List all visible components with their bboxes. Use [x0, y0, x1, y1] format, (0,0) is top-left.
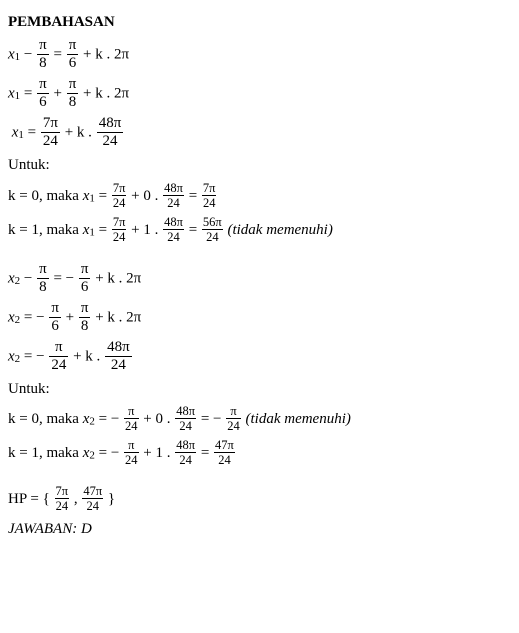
tail-text: + k . 2π: [83, 86, 129, 102]
equals-sign: =: [189, 221, 201, 237]
tail-text: + k . 2π: [95, 270, 141, 286]
plus-sign: +: [66, 309, 78, 325]
hp-prefix: HP = {: [8, 491, 50, 507]
equals-sign: =: [24, 86, 36, 102]
mid-text: + k .: [65, 125, 96, 141]
note-text: (tidak memenuhi): [246, 411, 351, 427]
equals-sign: = −: [99, 411, 123, 427]
tail-text: + k . 2π: [95, 309, 141, 325]
note-text: (tidak memenuhi): [227, 221, 332, 237]
fraction: 48π24: [97, 116, 124, 149]
sub-1: 1: [15, 51, 21, 63]
sub-1: 1: [89, 226, 95, 238]
untuk-label: Untuk:: [8, 379, 507, 399]
fraction: 7π24: [112, 182, 127, 210]
fraction: π8: [37, 38, 49, 71]
fraction: 48π24: [175, 405, 196, 433]
x1-k1-line: k = 1, maka x1 = 7π24 + 1 . 48π24 = 56π2…: [8, 216, 507, 244]
x1-eq-line-2: x1 = π6 + π8 + k . 2π: [8, 77, 507, 110]
var-x: x: [8, 348, 15, 364]
var-x: x: [8, 47, 15, 63]
x1-eq-line-1: x1 − π8 = π6 + k . 2π: [8, 38, 507, 71]
fraction: 7π24: [41, 116, 60, 149]
fraction: 47π24: [214, 439, 235, 467]
fraction: 7π24: [55, 485, 70, 513]
minus-sign: −: [24, 47, 36, 63]
fraction: π8: [37, 262, 49, 295]
fraction: π24: [226, 405, 241, 433]
comma: ,: [74, 491, 82, 507]
equals-sign: = −: [24, 309, 48, 325]
equals-sign: =: [99, 187, 111, 203]
mid-text: + 1 .: [143, 445, 174, 461]
mid-text: + 0 .: [131, 187, 162, 203]
fraction: π24: [49, 340, 68, 373]
answer-line: JAWABAN: D: [8, 519, 507, 539]
equals-sign: =: [53, 47, 65, 63]
fraction: π6: [49, 301, 61, 334]
equals-sign: = −: [201, 411, 225, 427]
fraction: π6: [67, 38, 79, 71]
fraction: 48π24: [175, 439, 196, 467]
equals-sign: = −: [53, 270, 77, 286]
var-x: x: [8, 86, 15, 102]
fraction: π8: [79, 301, 91, 334]
x2-eq-line-2: x2 = − π6 + π8 + k . 2π: [8, 301, 507, 334]
fraction: 47π24: [82, 485, 103, 513]
sub-2: 2: [15, 352, 21, 364]
fraction: π6: [37, 77, 49, 110]
equals-sign: =: [28, 125, 40, 141]
plus-sign: +: [53, 86, 65, 102]
k-prefix: k = 0, maka: [8, 187, 83, 203]
heading: PEMBAHASAN: [8, 12, 507, 32]
equals-sign: = −: [24, 348, 48, 364]
sub-2: 2: [89, 415, 95, 427]
fraction: 48π24: [105, 340, 132, 373]
x2-k1-line: k = 1, maka x2 = − π24 + 1 . 48π24 = 47π…: [8, 439, 507, 467]
x2-k0-line: k = 0, maka x2 = − π24 + 0 . 48π24 = − π…: [8, 405, 507, 433]
equals-sign: =: [99, 221, 111, 237]
minus-sign: −: [24, 270, 36, 286]
var-x: x: [8, 309, 15, 325]
sub-2: 2: [89, 449, 95, 461]
x1-k0-line: k = 0, maka x1 = 7π24 + 0 . 48π24 = 7π24: [8, 182, 507, 210]
x1-eq-line-3: x1 = 7π24 + k . 48π24: [8, 116, 507, 149]
hp-suffix: }: [108, 491, 115, 507]
mid-text: + 0 .: [143, 411, 174, 427]
equals-sign: =: [189, 187, 201, 203]
fraction: π24: [124, 405, 139, 433]
tail-text: + k . 2π: [83, 47, 129, 63]
var-x: x: [8, 270, 15, 286]
k-prefix: k = 0, maka: [8, 411, 83, 427]
untuk-label: Untuk:: [8, 155, 507, 175]
equals-sign: =: [201, 445, 213, 461]
fraction: π6: [79, 262, 91, 295]
x2-eq-line-1: x2 − π8 = − π6 + k . 2π: [8, 262, 507, 295]
fraction: 48π24: [163, 216, 184, 244]
fraction: 7π24: [202, 182, 217, 210]
fraction: 48π24: [163, 182, 184, 210]
k-prefix: k = 1, maka: [8, 445, 83, 461]
sub-1: 1: [18, 129, 24, 141]
fraction: π24: [124, 439, 139, 467]
equals-sign: = −: [99, 445, 123, 461]
k-prefix: k = 1, maka: [8, 221, 83, 237]
x2-eq-line-3: x2 = − π24 + k . 48π24: [8, 340, 507, 373]
mid-text: + 1 .: [131, 221, 162, 237]
sub-1: 1: [89, 192, 95, 204]
hp-line: HP = { 7π24 , 47π24 }: [8, 485, 507, 513]
fraction: π8: [67, 77, 79, 110]
mid-text: + k .: [73, 348, 104, 364]
fraction: 56π24: [202, 216, 223, 244]
sub-1: 1: [15, 90, 21, 102]
fraction: 7π24: [112, 216, 127, 244]
sub-2: 2: [15, 274, 21, 286]
sub-2: 2: [15, 313, 21, 325]
